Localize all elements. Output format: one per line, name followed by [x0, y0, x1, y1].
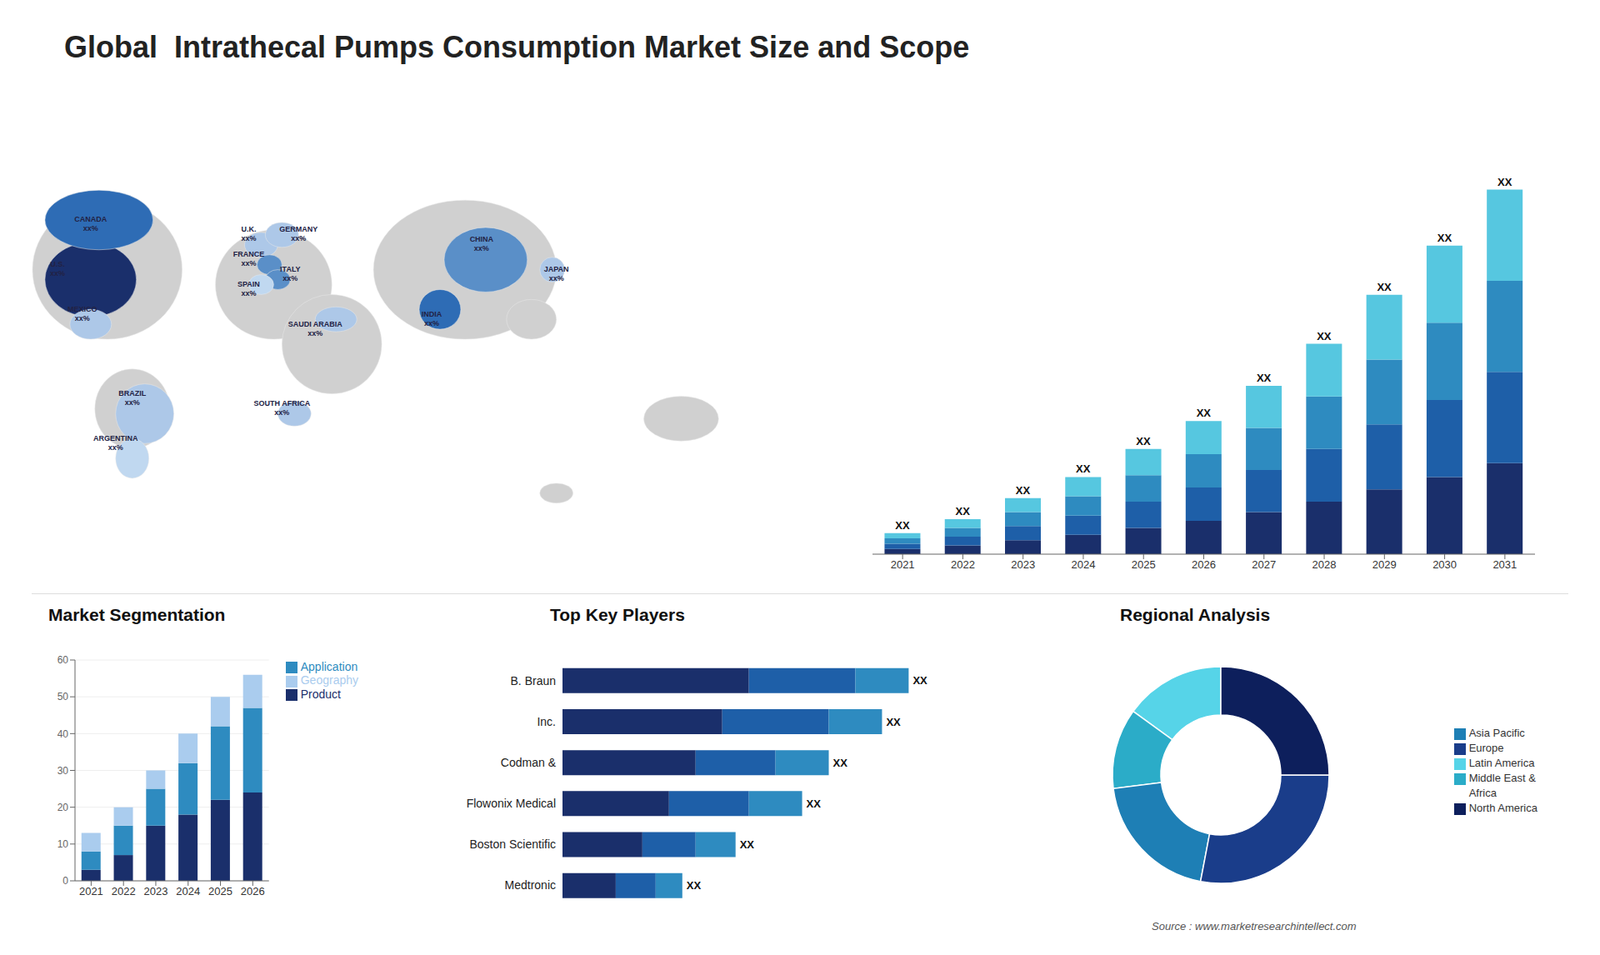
svg-text:XX: XX	[1256, 371, 1272, 385]
html-text:North America: North America	[1468, 801, 1538, 815]
svg-text:U.S.xx%: U.S.xx%	[50, 260, 65, 278]
html-text:Source : www.marketresearchint: Source : www.marketresearchintellect.com	[1151, 920, 1357, 933]
svg-text:XX: XX	[955, 505, 971, 518]
svg-text:2025: 2025	[208, 885, 233, 898]
svg-text:SPAINxx%: SPAINxx%	[237, 280, 260, 298]
svg-text:SOUTH AFRICAxx%: SOUTH AFRICAxx%	[254, 399, 311, 417]
svg-text:Flowonix Medical: Flowonix Medical	[466, 796, 556, 810]
html-text:Asia Pacific: Asia Pacific	[1468, 726, 1525, 740]
svg-text:XX: XX	[895, 519, 910, 532]
html-text:Latin America: Latin America	[1468, 756, 1535, 770]
html-text:Product: Product	[300, 687, 341, 701]
svg-text:2022: 2022	[111, 885, 136, 898]
svg-text:XX: XX	[885, 715, 901, 729]
svg-text:XX: XX	[806, 797, 822, 810]
svg-text:2027: 2027	[1251, 558, 1276, 571]
html-text:Geography: Geography	[300, 673, 359, 687]
svg-text:20: 20	[57, 801, 70, 814]
svg-text:2022: 2022	[950, 558, 975, 571]
svg-text:XX: XX	[1316, 330, 1332, 343]
svg-text:Medtronic: Medtronic	[505, 878, 556, 892]
html-text:Market Segmentation: Market Segmentation	[48, 605, 226, 625]
svg-text:Codman &: Codman &	[500, 755, 557, 770]
svg-text:CANADAxx%: CANADAxx%	[74, 215, 107, 234]
svg-text:2026: 2026	[240, 885, 265, 898]
html-text:Middle East & Africa: Middle East & Africa	[1468, 771, 1536, 800]
svg-text:U.K.xx%: U.K.xx%	[240, 225, 256, 244]
svg-text:2021: 2021	[890, 558, 915, 571]
svg-text:2021: 2021	[79, 885, 104, 898]
svg-text:SAUDI ARABIAxx%: SAUDI ARABIAxx%	[288, 320, 344, 338]
html-text:Top Key Players: Top Key Players	[550, 605, 685, 625]
html-text:Application: Application	[300, 660, 358, 674]
svg-text:XX: XX	[1437, 231, 1453, 245]
svg-text:MEXICOxx%: MEXICOxx%	[67, 305, 98, 323]
svg-text:2028: 2028	[1312, 558, 1337, 571]
svg-text:B. Braun: B. Braun	[510, 674, 556, 688]
svg-text:XX: XX	[1497, 175, 1513, 189]
svg-text:40: 40	[57, 728, 70, 740]
svg-text:GERMANYxx%: GERMANYxx%	[279, 225, 318, 244]
svg-text:2026: 2026	[1191, 558, 1216, 571]
svg-text:XX: XX	[912, 674, 928, 687]
svg-text:CHINAxx%: CHINAxx%	[470, 235, 495, 254]
svg-text:2024: 2024	[175, 885, 200, 898]
svg-text:XX: XX	[740, 838, 755, 851]
svg-text:2031: 2031	[1492, 558, 1517, 571]
svg-text:30: 30	[57, 765, 70, 777]
svg-text:BRAZILxx%: BRAZILxx%	[118, 389, 146, 407]
html-text:Europe: Europe	[1468, 741, 1504, 755]
svg-text:2023: 2023	[144, 885, 169, 898]
svg-text:Boston Scientific: Boston Scientific	[470, 837, 557, 851]
svg-text:60: 60	[57, 654, 70, 666]
svg-text:ITALYxx%: ITALYxx%	[280, 265, 301, 283]
svg-text:2025: 2025	[1131, 558, 1156, 571]
svg-text:2030: 2030	[1432, 558, 1457, 571]
svg-text:50: 50	[57, 690, 70, 703]
svg-text:2023: 2023	[1010, 558, 1035, 571]
svg-text:XX: XX	[1135, 435, 1151, 448]
svg-text:0: 0	[62, 875, 69, 887]
svg-text:ARGENTINAxx%: ARGENTINAxx%	[93, 434, 139, 452]
svg-text:Inc.: Inc.	[536, 715, 556, 729]
svg-text:XX: XX	[833, 756, 849, 770]
svg-text:XX: XX	[1015, 484, 1031, 497]
svg-text:2024: 2024	[1070, 558, 1095, 571]
svg-text:10: 10	[57, 838, 70, 850]
svg-text:XX: XX	[686, 879, 702, 892]
svg-text:XX: XX	[1376, 280, 1392, 294]
html-text:Regional Analysis: Regional Analysis	[1120, 605, 1271, 625]
html-text:Global Intrathecal Pumps Consu: Global Intrathecal Pumps Consumption Mar…	[64, 30, 970, 65]
svg-text:XX: XX	[1075, 462, 1091, 475]
svg-text:INDIAxx%: INDIAxx%	[421, 310, 443, 328]
svg-text:JAPANxx%: JAPANxx%	[544, 265, 570, 283]
svg-text:2029: 2029	[1372, 558, 1397, 571]
svg-text:FRANCExx%: FRANCExx%	[233, 250, 265, 269]
svg-text:XX: XX	[1196, 406, 1212, 420]
